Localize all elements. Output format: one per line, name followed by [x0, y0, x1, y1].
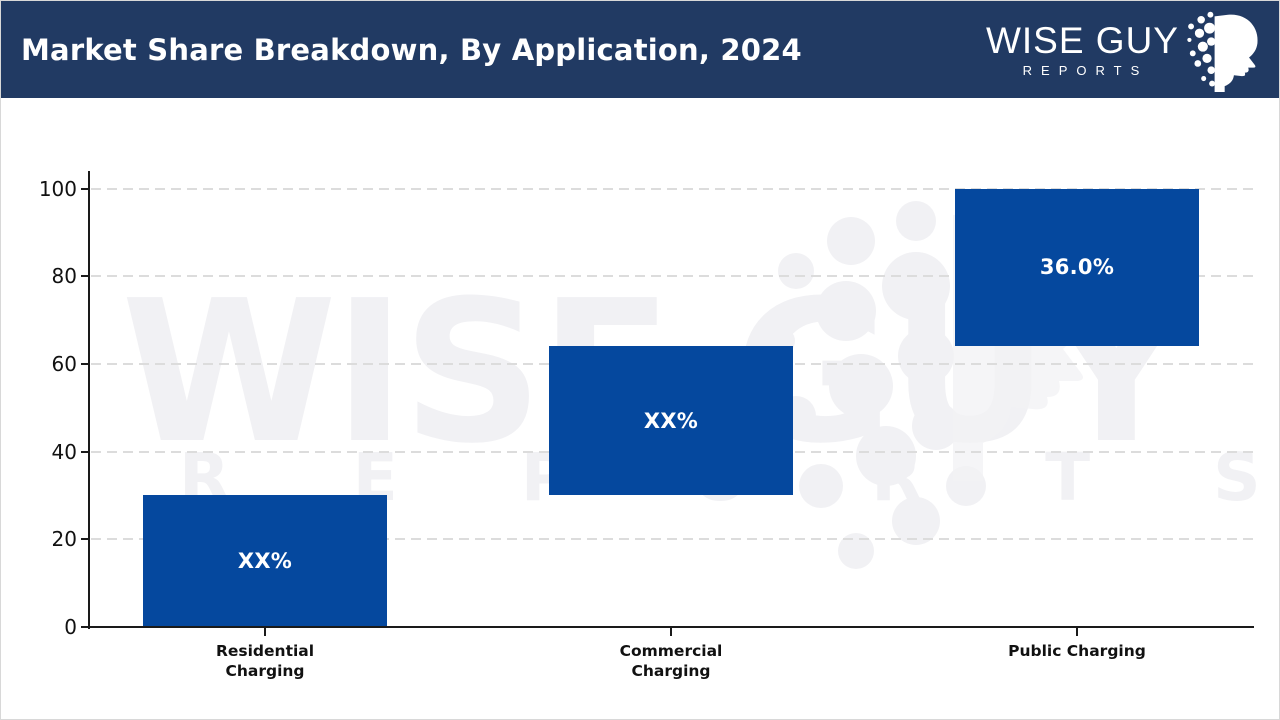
y-tick-mark — [81, 362, 89, 365]
bar: XX% — [143, 495, 387, 627]
y-tick-label: 100 — [38, 176, 77, 201]
y-tick-mark — [81, 450, 89, 453]
header-bar: Market Share Breakdown, By Application, … — [1, 1, 1279, 98]
y-tick-label: 20 — [51, 527, 77, 552]
y-tick-mark — [81, 538, 89, 541]
logo-wordmark: WISE GUY — [985, 19, 1179, 61]
y-tick-mark — [81, 187, 89, 190]
x-category-label: Residential Charging — [215, 642, 315, 680]
y-tick-mark — [81, 626, 89, 628]
x-tick-mark — [670, 627, 672, 636]
y-tick-label: 0 — [64, 615, 77, 639]
y-tick-label: 40 — [51, 439, 77, 464]
gridline — [91, 538, 1254, 541]
gridline — [91, 187, 1254, 190]
gridline — [91, 275, 1254, 278]
bar-value-label: 36.0% — [1039, 255, 1115, 280]
x-tick-mark — [264, 627, 266, 636]
wiseguy-logo: WISE GUY REPORTS — [986, 8, 1265, 92]
x-tick-mark — [1076, 627, 1078, 636]
logo-face-icon — [1187, 11, 1258, 92]
x-category-label: Commercial Charging — [619, 642, 723, 680]
y-tick-label: 80 — [51, 264, 77, 289]
y-axis-line — [88, 170, 90, 629]
bar-value-label: XX% — [237, 549, 293, 574]
logo-subtext: REPORTS — [1022, 62, 1149, 78]
page-title: Market Share Breakdown, By Application, … — [21, 32, 802, 67]
logo-text: WISE GUY REPORTS — [986, 22, 1179, 78]
bar: XX% — [549, 346, 793, 496]
bar: 36.0% — [955, 188, 1199, 347]
y-tick-label: 60 — [51, 351, 77, 376]
x-category-label: Public Charging — [1008, 642, 1146, 660]
y-tick-mark — [81, 275, 89, 278]
bar-value-label: XX% — [643, 408, 699, 433]
